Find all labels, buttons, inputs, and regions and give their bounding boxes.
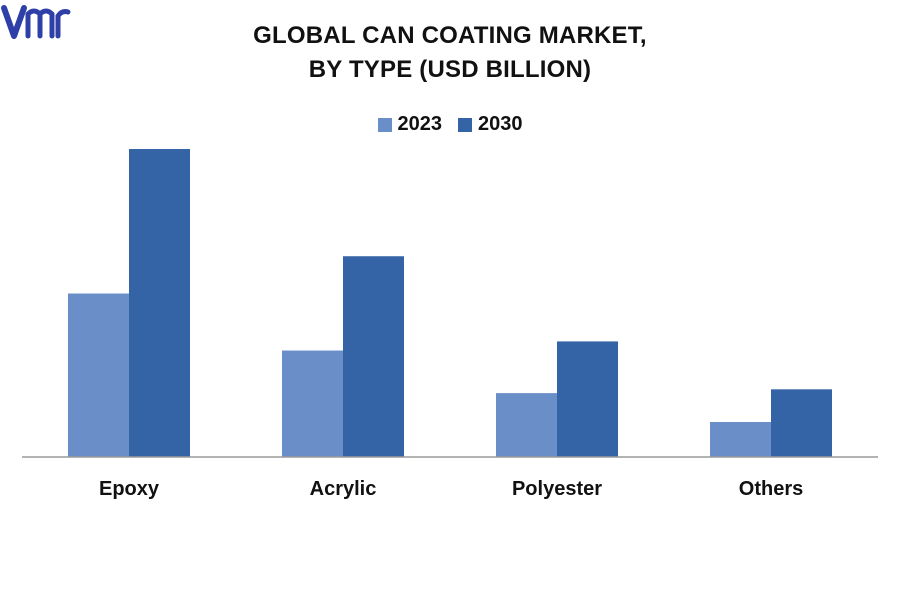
legend-swatch-2030 xyxy=(458,117,472,132)
legend-item-2023: 2023 xyxy=(377,113,443,136)
x-tick-label-polyester: Polyester xyxy=(512,478,602,500)
bar-acrylic-2030 xyxy=(343,256,404,457)
x-tick-label-epoxy: Epoxy xyxy=(99,478,160,500)
legend: 2023 2030 xyxy=(0,113,900,136)
chart-title-line-2: BY TYPE (USD BILLION) xyxy=(308,56,592,83)
bar-polyester-2030 xyxy=(557,341,618,457)
bar-acrylic-2023 xyxy=(282,350,343,457)
vmr-logo-icon xyxy=(1,5,71,39)
x-tick-label-acrylic: Acrylic xyxy=(310,478,377,500)
bar-polyester-2023 xyxy=(496,393,557,457)
legend-item-2030: 2030 xyxy=(458,113,523,136)
legend-label-2023: 2023 xyxy=(397,113,443,135)
bar-epoxy-2030 xyxy=(129,149,190,457)
bar-others-2023 xyxy=(710,422,771,457)
bar-epoxy-2023 xyxy=(68,293,129,457)
x-tick-label-others: Others xyxy=(739,478,803,500)
chart-title-line-1: GLOBAL CAN COATING MARKET, xyxy=(253,22,647,49)
bar-others-2030 xyxy=(771,389,832,457)
legend-label-2030: 2030 xyxy=(478,113,523,135)
legend-swatch-2023 xyxy=(377,117,392,132)
